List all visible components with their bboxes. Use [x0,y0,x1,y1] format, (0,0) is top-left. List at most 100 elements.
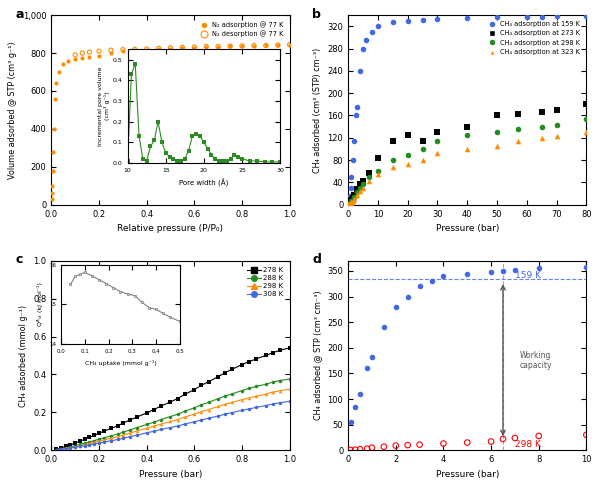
Point [373,170,383,178]
Text: a: a [16,8,24,20]
Line: 278 K: 278 K [55,346,292,451]
Point [513,110,523,118]
308 K [67,445,74,451]
Point [362,445,372,452]
288 K [167,413,174,419]
Point [94,47,104,55]
308 K [174,423,181,429]
Point [373,168,383,175]
Point [346,198,355,206]
Point [214,42,223,50]
Point [358,180,368,188]
Point [388,156,398,164]
288 K [127,427,134,433]
Point [552,12,562,20]
298 K [115,434,122,440]
Point [433,149,442,157]
Point [367,28,377,36]
Point [237,42,247,50]
298 K [58,446,65,452]
Point [130,45,140,53]
278 K [58,446,65,451]
Point [498,435,508,443]
298 K [191,411,198,417]
288 K [91,438,98,444]
278 K [191,387,198,393]
Point [418,16,427,23]
298 K [215,404,222,410]
308 K [198,417,205,423]
Point [70,51,80,59]
Point [403,160,412,168]
Line: 308 K: 308 K [55,400,292,451]
278 K [198,382,205,388]
Text: 298 K: 298 K [515,440,541,449]
278 K [81,436,88,442]
308 K [107,438,115,444]
308 K [76,444,83,450]
Point [345,199,355,207]
Point [355,390,365,398]
Point [463,131,472,139]
298 K [67,445,74,450]
278 K [76,438,83,444]
Point [433,137,442,145]
Point [403,131,412,139]
288 K [115,431,122,437]
278 K [286,345,293,351]
Point [261,41,271,49]
Point [285,40,295,48]
Point [346,199,355,206]
Point [346,196,356,204]
Point [47,195,56,203]
288 K [221,393,229,399]
Point [433,128,442,136]
278 K [127,417,134,423]
Y-axis label: Volume adsorbed @ STP (cm³ g⁻¹): Volume adsorbed @ STP (cm³ g⁻¹) [8,41,17,179]
Text: b: b [313,8,321,20]
Point [388,18,398,26]
278 K [86,434,93,440]
298 K [81,442,88,448]
Point [106,46,116,54]
278 K [134,414,141,420]
Point [190,44,199,52]
Point [154,45,163,53]
Point [249,41,259,49]
Point [346,184,355,192]
Point [346,199,355,207]
Point [534,432,544,440]
Point [349,193,359,201]
Y-axis label: CH₄ adsorbed @ STP (cm³ cm⁻³): CH₄ adsorbed @ STP (cm³ cm⁻³) [313,291,322,420]
308 K [167,425,174,431]
288 K [143,422,150,428]
Text: d: d [313,253,321,266]
278 K [262,353,269,358]
Point [202,42,211,50]
Point [346,173,356,181]
Point [225,42,235,50]
Point [358,45,368,53]
Point [344,200,354,207]
298 K [157,421,164,427]
Legend: N₂ adsorption @ 77 K, N₂ desorption @ 77 K: N₂ adsorption @ 77 K, N₂ desorption @ 77… [194,19,286,40]
Point [355,187,365,195]
288 K [286,376,293,382]
298 K [53,447,60,452]
Point [367,353,377,360]
Point [77,54,87,62]
278 K [150,407,157,412]
Point [49,125,59,133]
298 K [62,446,69,451]
Point [364,173,374,181]
278 K [277,347,284,353]
288 K [191,405,198,411]
Point [52,79,61,87]
298 K [86,441,93,447]
298 K [253,393,260,399]
Point [344,200,353,208]
Point [492,14,502,21]
Point [513,137,523,145]
298 K [134,428,141,434]
Point [415,282,424,290]
